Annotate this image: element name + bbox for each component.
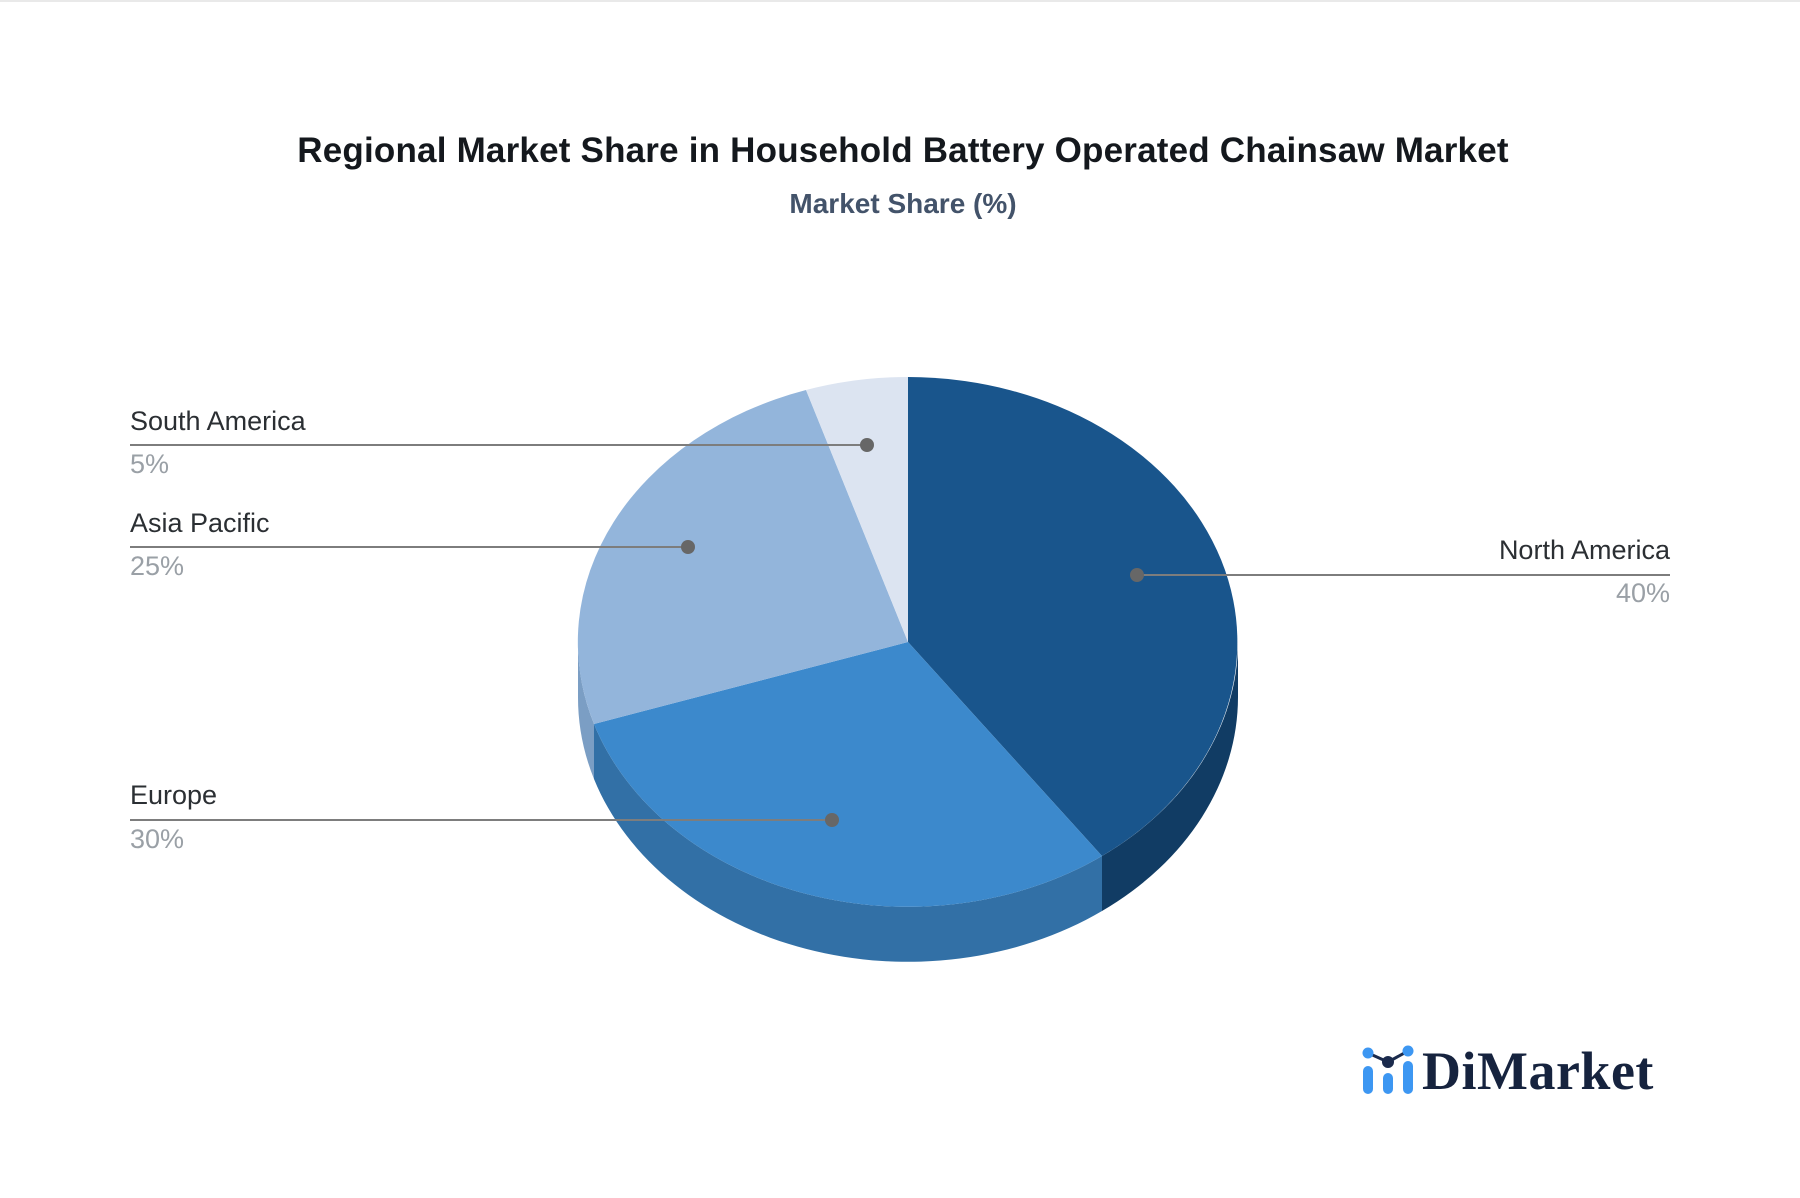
value-europe: 30%: [130, 824, 185, 854]
leader-dot-north-america: [1130, 568, 1144, 582]
pie-slice-south-america[interactable]: [806, 377, 908, 642]
bar-line-chart-icon: [1362, 1045, 1414, 1094]
value-south-america: 5%: [130, 449, 170, 479]
label-north-america: North America: [1498, 535, 1670, 565]
pie-slice-north-america[interactable]: [908, 377, 1238, 856]
brand-logo: DiMarket: [1360, 1042, 1653, 1104]
pie-slice-asia-pacific[interactable]: [577, 390, 908, 724]
leader-line-asia-pacific: [130, 546, 688, 548]
value-north-america: 40%: [1615, 578, 1670, 608]
pie-slice-asia-pacific-side: [577, 642, 594, 779]
label-asia-pacific: Asia Pacific: [130, 508, 270, 538]
leader-line-north-america: [1137, 574, 1670, 576]
leader-dot-europe: [825, 813, 839, 827]
leader-line-europe: [130, 819, 832, 821]
pie-slice-europe-side: [594, 724, 1102, 962]
leader-line-south-america: [130, 444, 867, 446]
label-south-america: South America: [130, 406, 306, 436]
label-europe: Europe: [130, 780, 218, 810]
chart-title: Regional Market Share in Household Batte…: [297, 131, 1509, 170]
pie-slice-north-america-side: [1102, 642, 1238, 911]
chart-subtitle: Market Share (%): [789, 188, 1017, 219]
pie-slice-europe[interactable]: [594, 642, 1102, 907]
value-asia-pacific: 25%: [130, 551, 185, 581]
leader-dot-asia-pacific: [681, 540, 695, 554]
leader-dot-south-america: [860, 438, 874, 452]
brand-logo-text: DiMarket: [1422, 1041, 1654, 1101]
